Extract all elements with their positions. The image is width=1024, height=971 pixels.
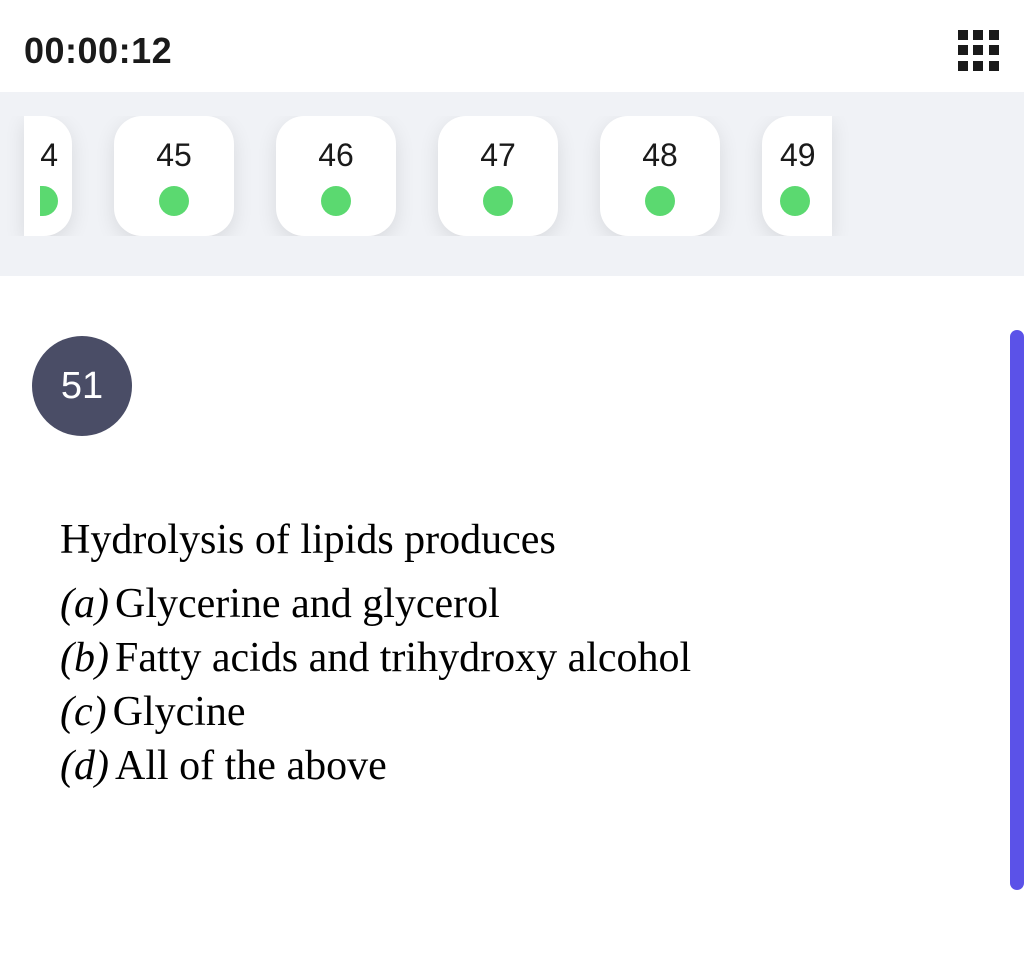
- nav-status-dot: [321, 186, 351, 216]
- nav-question-46[interactable]: 46: [276, 116, 396, 236]
- nav-number: 48: [642, 137, 678, 174]
- option-c[interactable]: (c) Glycine: [60, 688, 1000, 736]
- option-text: All of the above: [115, 742, 387, 790]
- nav-number: 49: [780, 137, 816, 174]
- question-navigator: 4 45 46 47 48 49: [0, 92, 1024, 276]
- grid-menu-icon[interactable]: [958, 30, 1000, 72]
- nav-status-dot: [40, 186, 58, 216]
- nav-question-49[interactable]: 49: [762, 116, 832, 236]
- nav-number: 47: [480, 137, 516, 174]
- nav-number: 45: [156, 137, 192, 174]
- vertical-scrollbar[interactable]: [1010, 330, 1024, 890]
- option-text: Glycerine and glycerol: [115, 580, 500, 628]
- question-text: Hydrolysis of lipids produces: [24, 516, 1000, 564]
- nav-question-47[interactable]: 47: [438, 116, 558, 236]
- nav-question-48[interactable]: 48: [600, 116, 720, 236]
- nav-status-dot: [159, 186, 189, 216]
- nav-question-44[interactable]: 4: [24, 116, 72, 236]
- answer-options: (a) Glycerine and glycerol (b) Fatty aci…: [24, 580, 1000, 790]
- option-label: (a): [60, 580, 109, 628]
- timer-display: 00:00:12: [24, 30, 172, 72]
- option-a[interactable]: (a) Glycerine and glycerol: [60, 580, 1000, 628]
- nav-status-dot: [483, 186, 513, 216]
- nav-number: 46: [318, 137, 354, 174]
- option-d[interactable]: (d) All of the above: [60, 742, 1000, 790]
- nav-status-dot: [645, 186, 675, 216]
- nav-question-45[interactable]: 45: [114, 116, 234, 236]
- option-b[interactable]: (b) Fatty acids and trihydroxy alcohol: [60, 634, 1000, 682]
- current-question-badge: 51: [32, 336, 132, 436]
- question-content: 51 Hydrolysis of lipids produces (a) Gly…: [0, 276, 1024, 820]
- option-label: (b): [60, 634, 109, 682]
- option-text: Fatty acids and trihydroxy alcohol: [115, 634, 691, 682]
- nav-status-dot: [780, 186, 810, 216]
- option-text: Glycine: [113, 688, 246, 736]
- header-bar: 00:00:12: [0, 0, 1024, 92]
- nav-number: 4: [40, 137, 58, 174]
- option-label: (d): [60, 742, 109, 790]
- question-nav-list[interactable]: 4 45 46 47 48 49: [0, 116, 1024, 236]
- option-label: (c): [60, 688, 107, 736]
